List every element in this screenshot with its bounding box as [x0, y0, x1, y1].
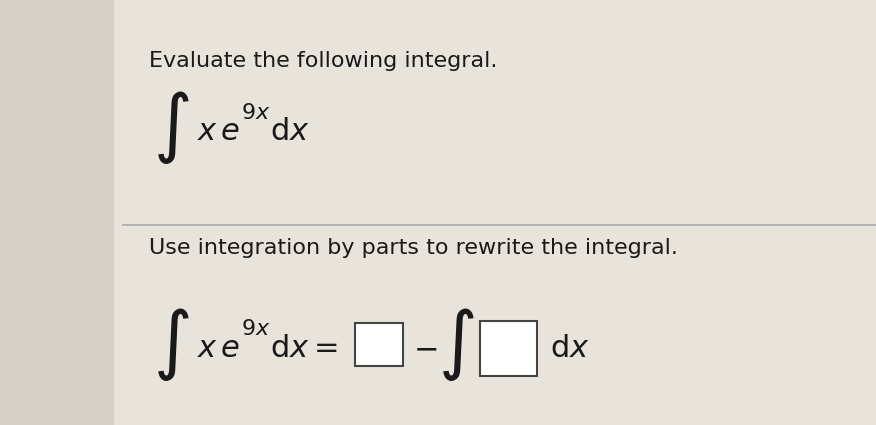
Text: Use integration by parts to rewrite the integral.: Use integration by parts to rewrite the … — [149, 238, 678, 258]
Text: $-$: $-$ — [413, 334, 438, 363]
Text: $9x$: $9x$ — [241, 102, 271, 123]
Text: $\int$: $\int$ — [153, 306, 190, 383]
Text: $\mathrm{d}x =$: $\mathrm{d}x =$ — [270, 334, 337, 363]
Text: $\mathrm{d}x$: $\mathrm{d}x$ — [550, 334, 590, 363]
Text: $\int$: $\int$ — [438, 306, 475, 383]
Text: $x\,e$: $x\,e$ — [197, 117, 240, 146]
FancyBboxPatch shape — [114, 0, 876, 425]
Text: Evaluate the following integral.: Evaluate the following integral. — [149, 51, 498, 71]
Text: $\mathrm{d}x$: $\mathrm{d}x$ — [270, 117, 309, 146]
Text: $\int$: $\int$ — [153, 89, 190, 166]
Text: $9x$: $9x$ — [241, 319, 271, 340]
Text: $x\,e$: $x\,e$ — [197, 334, 240, 363]
Bar — [355, 323, 403, 366]
Bar — [480, 321, 537, 376]
